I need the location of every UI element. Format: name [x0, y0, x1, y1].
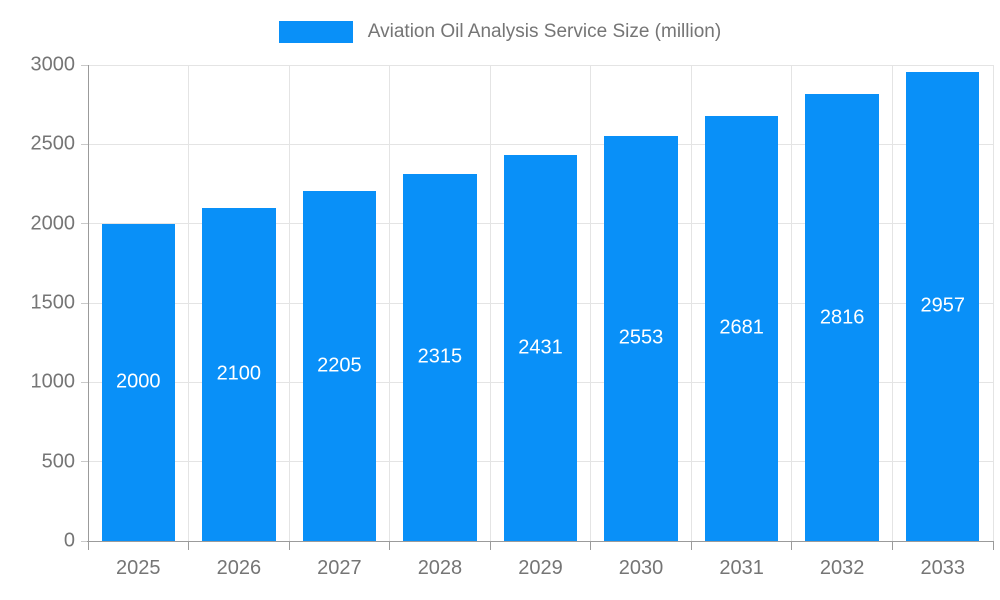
x-axis-tick: [992, 541, 994, 550]
y-axis-tick: [81, 223, 88, 225]
bar-2026[interactable]: 2100: [202, 207, 276, 541]
bar-value-label: 2681: [719, 316, 764, 339]
bar-2028[interactable]: 2315: [403, 173, 477, 541]
x-axis-label: 2027: [317, 557, 362, 579]
x-axis-tick: [188, 541, 190, 550]
gridline-vertical: [891, 65, 893, 541]
x-axis-tick: [590, 541, 592, 550]
bar-value-label: 2000: [116, 370, 161, 393]
bar-value-label: 2315: [417, 345, 463, 368]
x-axis-tick: [791, 541, 793, 550]
gridline-vertical: [188, 65, 190, 541]
x-axis-label: 2029: [518, 557, 563, 579]
bar-2032[interactable]: 2816: [805, 94, 879, 541]
y-axis-tick: [81, 461, 88, 463]
bar-2025[interactable]: 2000: [101, 223, 175, 541]
x-axis-line: [87, 541, 993, 542]
plot-area: 0 500 1000 1500 2000 2500 3000 2000 2025 2100 2026…: [31, 54, 994, 579]
gridline-vertical: [489, 65, 491, 541]
y-axis-label: 500: [41, 450, 75, 473]
bar-value-label: 2100: [216, 362, 262, 385]
legend-label: Aviation Oil Analysis Service Size (mill…: [367, 21, 722, 42]
y-axis-tick: [81, 64, 88, 66]
bar-2030[interactable]: 2553: [604, 135, 678, 541]
x-axis-label: 2025: [116, 557, 161, 579]
legend-swatch-icon: [278, 21, 353, 43]
gridline-vertical: [389, 65, 391, 541]
x-axis-label: 2030: [618, 557, 664, 579]
y-axis-label: 1500: [30, 291, 76, 314]
legend-item[interactable]: Aviation Oil Analysis Service Size (mill…: [0, 20, 1000, 44]
gridline-vertical: [791, 65, 793, 541]
y-axis-line: [88, 65, 89, 541]
x-axis-tick: [690, 541, 692, 550]
y-axis-tick: [81, 540, 88, 542]
y-axis-label: 2000: [30, 212, 76, 235]
x-axis-label: 2028: [417, 557, 463, 579]
y-axis-label: 3000: [30, 53, 76, 76]
y-axis-label: 0: [63, 529, 75, 552]
x-axis-label: 2033: [920, 557, 965, 579]
gridline-horizontal: [88, 64, 993, 66]
y-axis-label: 2500: [30, 132, 76, 155]
x-axis-tick: [489, 541, 491, 550]
bar-2031[interactable]: 2681: [704, 115, 779, 541]
x-axis-tick: [891, 541, 893, 550]
gridline-vertical: [690, 65, 692, 541]
bar-value-label: 2957: [920, 294, 965, 317]
bar-value-label: 2816: [819, 306, 865, 329]
y-axis-tick: [81, 143, 88, 145]
bar-2029[interactable]: 2431: [503, 155, 578, 541]
y-axis-tick: [81, 302, 88, 304]
bar-value-label: 2431: [518, 336, 563, 359]
bar-value-label: 2205: [317, 354, 362, 377]
y-axis-label: 1000: [30, 370, 76, 393]
x-axis-label: 2026: [216, 557, 262, 579]
x-axis-tick: [389, 541, 391, 550]
x-axis-tick: [87, 541, 89, 550]
gridline-vertical: [992, 65, 994, 541]
bar-2033[interactable]: 2957: [906, 71, 980, 541]
gridline-horizontal: [88, 143, 993, 145]
y-axis-tick: [81, 381, 88, 383]
bar-2027[interactable]: 2205: [302, 191, 377, 541]
x-axis-tick: [288, 541, 290, 550]
x-axis-label: 2032: [819, 557, 865, 579]
gridline-vertical: [590, 65, 592, 541]
bar-value-label: 2553: [618, 326, 664, 349]
x-axis-label: 2031: [719, 557, 764, 579]
gridline-vertical: [288, 65, 290, 541]
